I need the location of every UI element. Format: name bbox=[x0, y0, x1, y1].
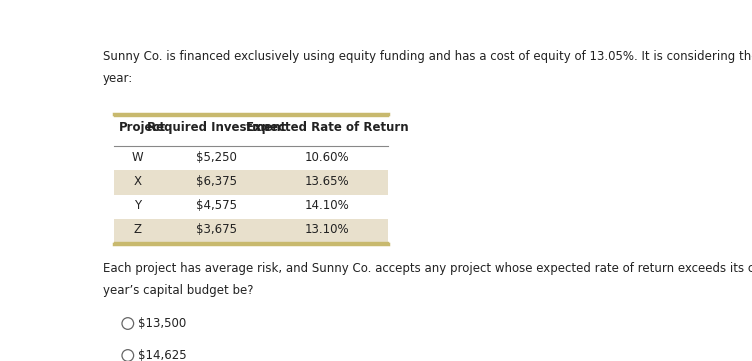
Text: X: X bbox=[134, 175, 141, 188]
Text: $3,675: $3,675 bbox=[196, 223, 237, 236]
Text: Sunny Co. is financed exclusively using equity funding and has a cost of equity : Sunny Co. is financed exclusively using … bbox=[103, 50, 752, 85]
Text: 10.60%: 10.60% bbox=[305, 151, 350, 164]
Text: 13.65%: 13.65% bbox=[305, 175, 350, 188]
Text: $4,575: $4,575 bbox=[196, 199, 237, 212]
Text: $6,375: $6,375 bbox=[196, 175, 237, 188]
Text: $14,625: $14,625 bbox=[138, 349, 186, 361]
Text: $13,500: $13,500 bbox=[138, 317, 186, 330]
Text: Project: Project bbox=[119, 121, 165, 134]
FancyBboxPatch shape bbox=[114, 219, 388, 243]
Text: Z: Z bbox=[134, 223, 141, 236]
Text: Expected Rate of Return: Expected Rate of Return bbox=[246, 121, 408, 134]
Text: Required Investment: Required Investment bbox=[147, 121, 286, 134]
Text: $5,250: $5,250 bbox=[196, 151, 237, 164]
FancyBboxPatch shape bbox=[114, 170, 388, 195]
Text: Y: Y bbox=[134, 199, 141, 212]
Text: W: W bbox=[132, 151, 144, 164]
Text: 14.10%: 14.10% bbox=[305, 199, 350, 212]
Text: Each project has average risk, and Sunny Co. accepts any project whose expected : Each project has average risk, and Sunny… bbox=[103, 262, 752, 297]
Text: 13.10%: 13.10% bbox=[305, 223, 350, 236]
